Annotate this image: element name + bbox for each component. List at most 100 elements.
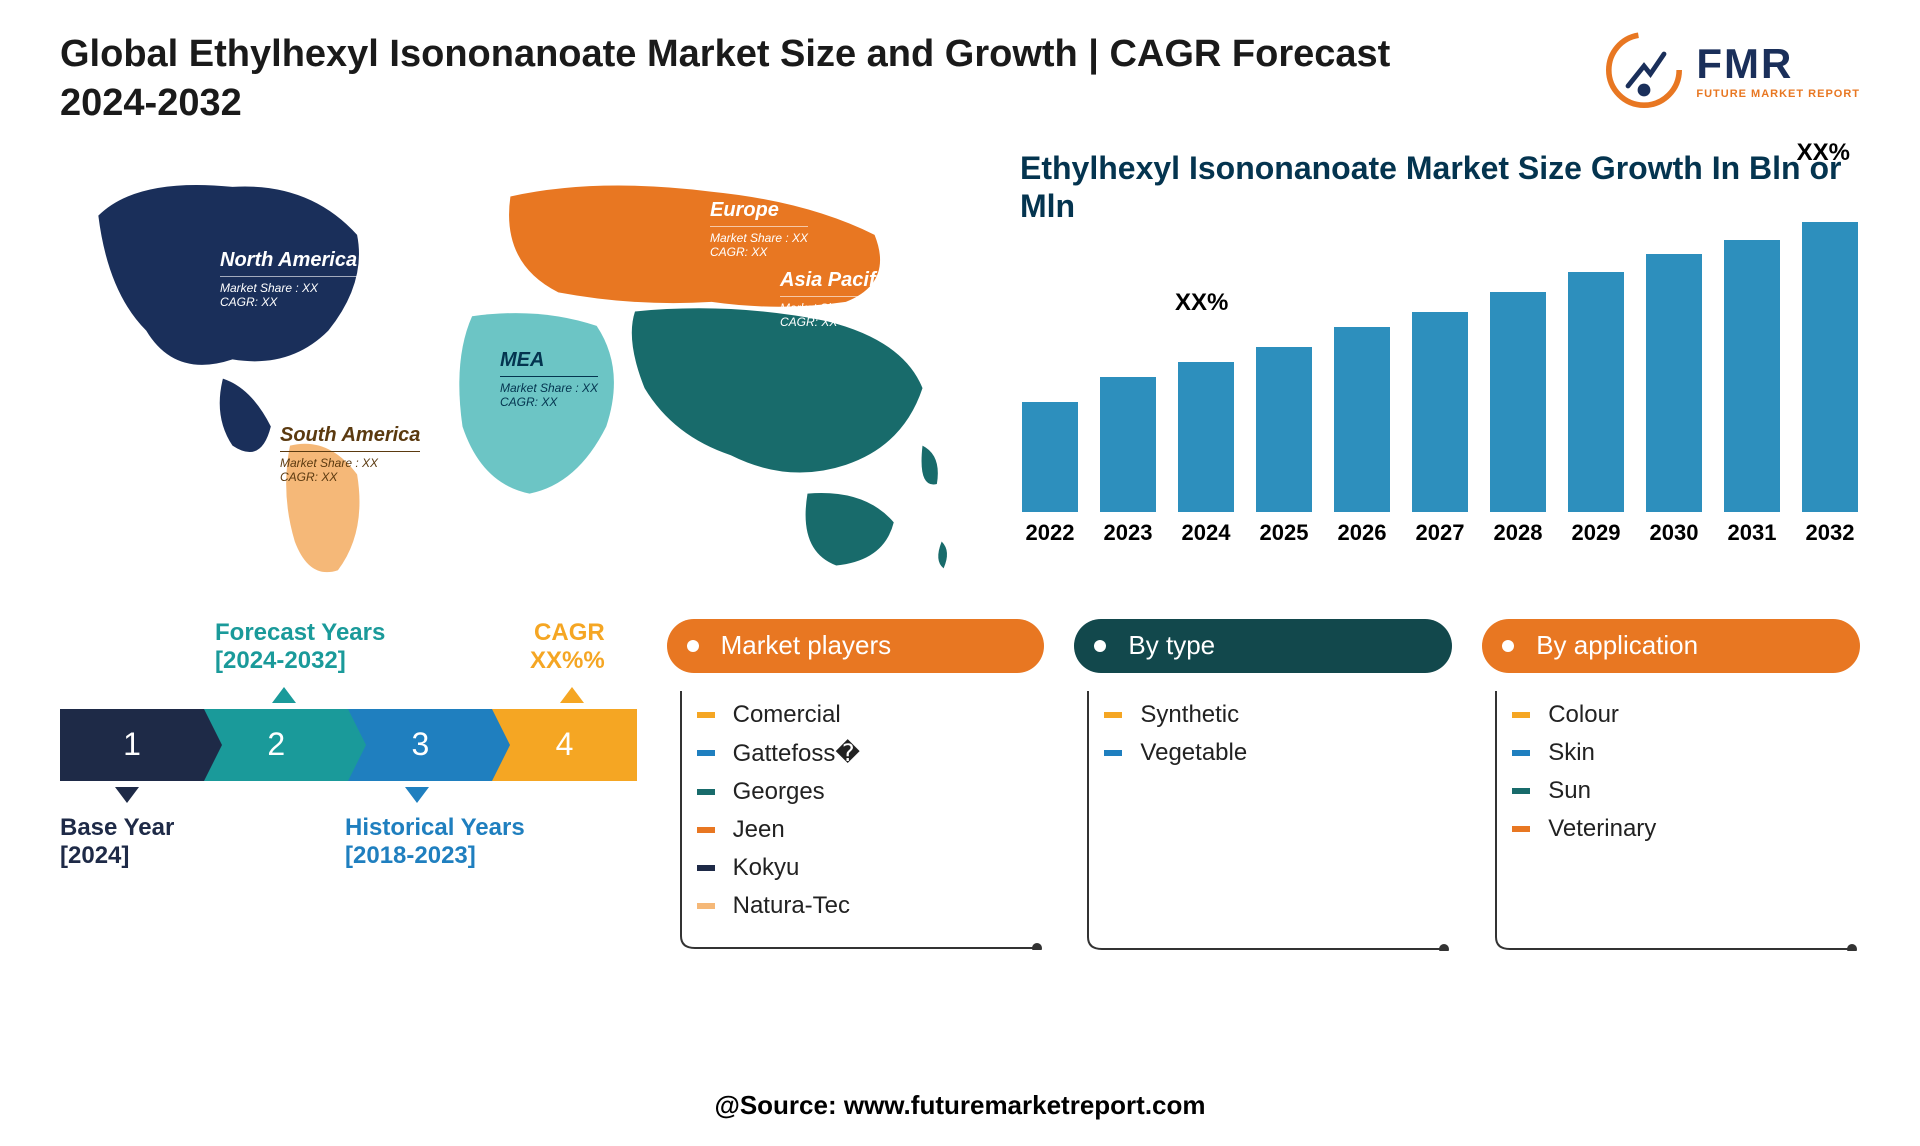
list-item: Comercial [697,701,1045,729]
arrow-up-icon [272,687,296,703]
bar [1802,222,1858,512]
list-item: Skin [1512,739,1860,767]
bar-chart: Ethylhexyl Isononanoate Market Size Grow… [980,149,1860,589]
anno-line: Forecast Years [215,619,385,646]
item-label: Gattefoss� [733,739,860,768]
list-item: Jeen [697,816,1045,844]
arrow-down-icon [115,787,139,803]
region-asia-pacific: Asia Pacific Market Share : XX CAGR: XX [780,269,892,329]
bar-col: 2022 [1020,402,1080,546]
bar-year-label: 2031 [1728,520,1777,546]
pill-dot-icon [1502,640,1514,652]
section-by-type: By type Synthetic Vegetable [1074,619,1452,951]
region-sub: Market Share : XX [280,451,420,470]
item-label: Kokyu [733,854,800,882]
bar [1724,240,1780,512]
list-item: Synthetic [1104,701,1452,729]
timeline: Forecast Years [2024-2032] CAGR XX%% 123… [60,619,637,781]
region-mea: MEA Market Share : XX CAGR: XX [500,349,598,409]
lower-region: Forecast Years [2024-2032] CAGR XX%% 123… [60,619,1860,951]
bar-col: 2029 [1566,272,1626,546]
list-item: Sun [1512,777,1860,805]
list-item: Georges [697,778,1045,806]
bar-year-label: 2022 [1026,520,1075,546]
timeline-step: 3 [348,709,492,781]
item-label: Natura-Tec [733,892,850,920]
bar-anno-end: XX% [1797,139,1850,167]
timeline-step: 1 [60,709,204,781]
anno-base: Base Year [2024] [60,814,174,870]
anno-line: CAGR [534,619,605,646]
region-label: South America [280,424,420,446]
timeline-steps: 1234 [60,709,637,781]
item-label: Comercial [733,701,841,729]
bar [1568,272,1624,512]
timeline-step: 2 [204,709,348,781]
region-sub: Market Share : XX [500,376,598,395]
anno-forecast: Forecast Years [2024-2032] [215,619,385,675]
bar [1334,327,1390,512]
anno-line: Base Year [60,814,174,841]
page-title: Global Ethylhexyl Isononanoate Market Si… [60,30,1460,129]
upper-region: North America Market Share : XX CAGR: XX… [60,149,1860,589]
bar-col: 2027 [1410,312,1470,546]
bar-col: 2031 [1722,240,1782,546]
bar-anno-start: XX% [1175,289,1228,317]
region-sub: CAGR: XX [780,315,892,329]
region-label: North America [220,249,357,271]
bar-year-label: 2025 [1260,520,1309,546]
pill-title: Market players [721,630,892,661]
bar-year-label: 2026 [1338,520,1387,546]
bar [1178,362,1234,512]
pill-dot-icon [687,640,699,652]
logo-sub: FUTURE MARKET REPORT [1696,88,1860,100]
region-sub: Market Share : XX [710,226,808,245]
region-sub: Market Share : XX [780,296,892,315]
pill-header: By application [1482,619,1860,673]
tick-icon [1512,788,1530,794]
tick-icon [1104,712,1122,718]
item-label: Georges [733,778,825,806]
tick-icon [697,750,715,756]
pill-header: Market players [667,619,1045,673]
list-item: Colour [1512,701,1860,729]
region-sub: CAGR: XX [500,395,598,409]
fmr-logo-icon [1604,30,1684,110]
bar-year-label: 2029 [1572,520,1621,546]
item-label: Sun [1548,777,1591,805]
bar [1412,312,1468,512]
anno-line: [2024] [60,842,129,869]
bars-container: 2022202320242025202620272028202920302031… [1020,246,1860,546]
logo: FMR FUTURE MARKET REPORT [1604,30,1860,110]
item-list: Synthetic Vegetable [1074,691,1452,797]
tick-icon [1104,750,1122,756]
tick-icon [1512,826,1530,832]
item-list: Colour Skin Sun Veterinary [1482,691,1860,873]
section-market-players: Market players Comercial Gattefoss� George… [667,619,1045,950]
list-item: Kokyu [697,854,1045,882]
list-item: Veterinary [1512,815,1860,843]
region-sub: Market Share : XX [220,276,357,295]
timeline-step: 4 [492,709,636,781]
region-north-america: North America Market Share : XX CAGR: XX [220,249,357,309]
pill-header: By type [1074,619,1452,673]
region-label: MEA [500,349,544,371]
bar-year-label: 2027 [1416,520,1465,546]
tick-icon [697,903,715,909]
item-list: Comercial Gattefoss� Georges Jeen Kokyu Natur… [667,691,1045,950]
list-item: Natura-Tec [697,892,1045,920]
logo-main: FMR [1696,40,1860,88]
pill-title: By application [1536,630,1698,661]
bar [1022,402,1078,512]
section-by-application: By application Colour Skin Sun Veterinary [1482,619,1860,951]
anno-line: Historical Years [345,814,525,841]
logo-text: FMR FUTURE MARKET REPORT [1696,40,1860,100]
item-label: Veterinary [1548,815,1656,843]
arrow-down-icon [405,787,429,803]
bar-year-label: 2032 [1806,520,1855,546]
bar-col: 2023 [1098,377,1158,546]
world-map: North America Market Share : XX CAGR: XX… [60,149,980,589]
list-item: Vegetable [1104,739,1452,767]
tick-icon [697,712,715,718]
anno-cagr: CAGR XX%% [530,619,605,675]
